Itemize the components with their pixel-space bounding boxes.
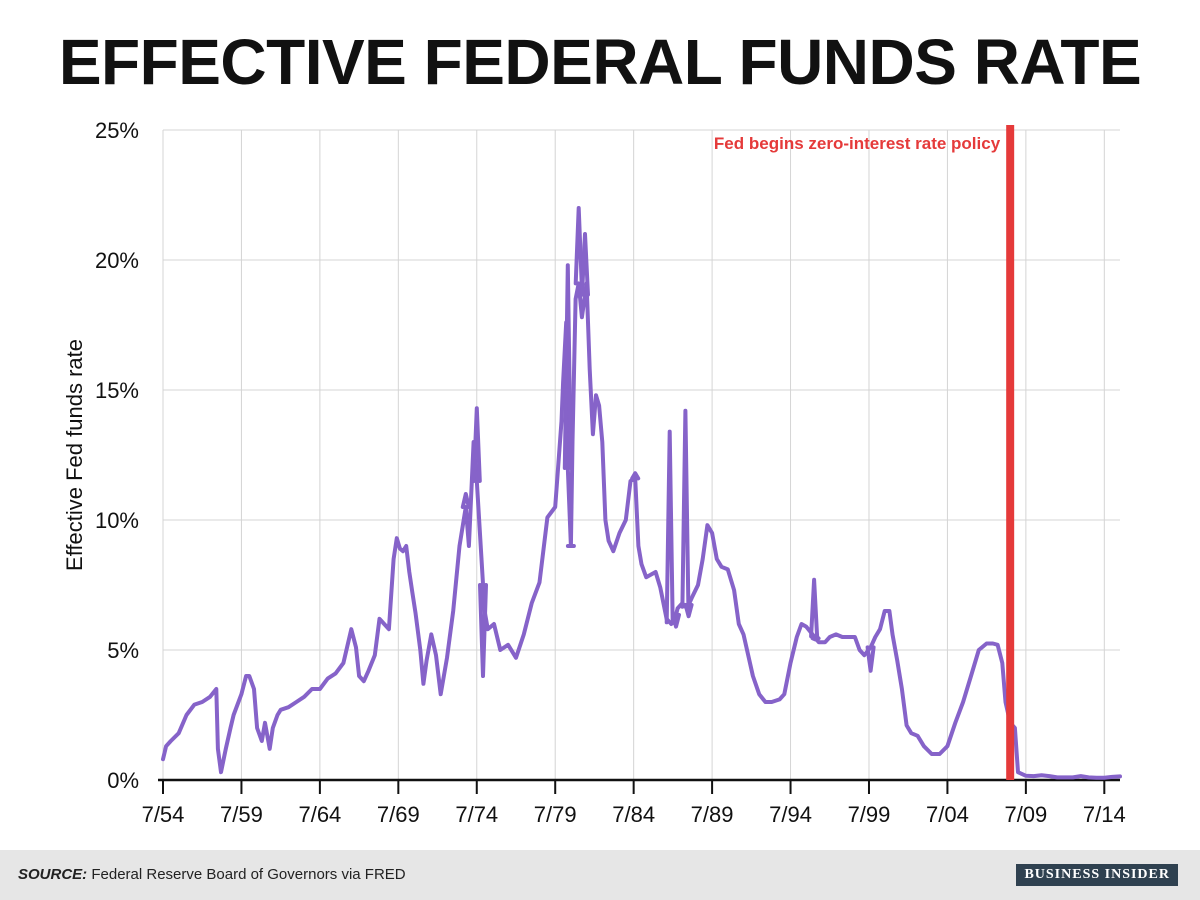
x-tick-label: 7/14 bbox=[1083, 802, 1126, 827]
source-note: SOURCE: Federal Reserve Board of Governo… bbox=[18, 866, 406, 883]
y-axis-label: Effective Fed funds rate bbox=[62, 339, 87, 571]
rate-spike bbox=[810, 636, 821, 642]
series-layer bbox=[161, 206, 1122, 780]
rate-spike bbox=[680, 408, 691, 609]
y-tick-label: 20% bbox=[95, 248, 139, 273]
rate-spike bbox=[580, 232, 590, 297]
y-tick-label: 0% bbox=[107, 768, 139, 793]
zirp-annotation: Fed begins zero-interest rate policy bbox=[714, 134, 1001, 153]
rate-spike bbox=[865, 645, 876, 673]
x-tick-label: 7/99 bbox=[848, 802, 891, 827]
rate-spike bbox=[573, 206, 584, 286]
rate-spike bbox=[664, 429, 675, 625]
source-label: SOURCE: bbox=[18, 866, 88, 883]
x-tick-label: 7/94 bbox=[769, 802, 812, 827]
rate-spike bbox=[460, 492, 471, 509]
x-tick-label: 7/69 bbox=[377, 802, 420, 827]
rate-spike bbox=[478, 583, 488, 678]
y-tick-label: 25% bbox=[95, 118, 139, 143]
x-axis-ticks: 7/54 7/59 7/64 7/69 7/74 7/79 7/84 7/89 7/94 7/99… bbox=[142, 778, 1126, 827]
x-tick-label: 7/04 bbox=[926, 802, 969, 827]
x-tick-label: 7/84 bbox=[612, 802, 655, 827]
rate-spike bbox=[683, 602, 694, 619]
y-tick-label: 5% bbox=[107, 638, 139, 663]
grid-lines bbox=[162, 129, 1120, 781]
x-tick-label: 7/89 bbox=[691, 802, 734, 827]
y-axis-ticks: 0% 5% 10% 15% 20% 25% bbox=[95, 118, 139, 793]
rate-series-line bbox=[161, 281, 1122, 780]
y-tick-label: 15% bbox=[95, 378, 139, 403]
source-text: Federal Reserve Board of Governors via F… bbox=[91, 866, 406, 883]
chart-title: EFFECTIVE FEDERAL FUNDS RATE bbox=[58, 26, 1142, 98]
footer-bar: SOURCE: Federal Reserve Board of Governo… bbox=[0, 850, 1200, 900]
brand-logo: BUSINESS INSIDER bbox=[1016, 864, 1178, 886]
line-chart: 0% 5% 10% 15% 20% 25% 7/54 7/59 7/64 7/69 7/74 7/7… bbox=[62, 118, 1126, 827]
rate-spike bbox=[562, 263, 573, 470]
rate-spike bbox=[471, 406, 482, 483]
x-tick-label: 7/79 bbox=[534, 802, 577, 827]
rate-spike bbox=[671, 612, 681, 629]
x-tick-label: 7/54 bbox=[142, 802, 185, 827]
x-tick-label: 7/64 bbox=[298, 802, 341, 827]
y-tick-label: 10% bbox=[95, 508, 139, 533]
x-tick-label: 7/09 bbox=[1004, 802, 1047, 827]
rate-spike bbox=[630, 471, 641, 481]
x-tick-label: 7/59 bbox=[220, 802, 263, 827]
x-tick-label: 7/74 bbox=[455, 802, 498, 827]
rate-spike bbox=[809, 577, 820, 639]
